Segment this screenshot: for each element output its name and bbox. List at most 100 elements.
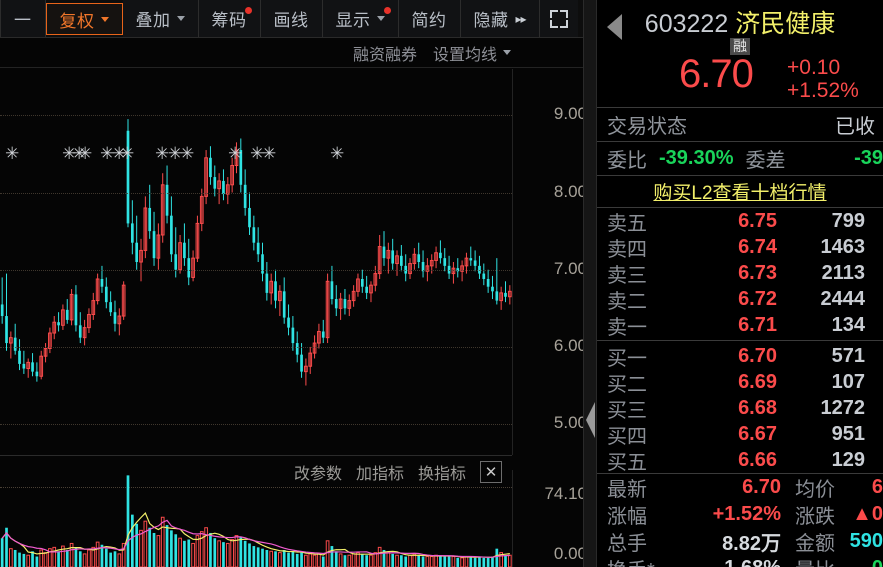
- bid-qty: 1272: [820, 396, 866, 419]
- toolbar-button-jianyue-label: 简约: [411, 11, 447, 30]
- toolbar-button-yincang[interactable]: 隐藏 ▸▸: [460, 0, 540, 37]
- indicator-toolbar: 改参数 加指标 换指标 ✕: [0, 457, 512, 487]
- fullscreen-icon: [549, 9, 568, 28]
- stat-label-left: 涨幅: [607, 506, 647, 528]
- event-marker-icon[interactable]: ✳: [72, 144, 87, 163]
- prev-stock-arrow-icon[interactable]: [607, 14, 622, 40]
- ask-label: 卖五: [607, 212, 647, 235]
- toolbar-button-fuquan[interactable]: 复权: [45, 3, 123, 35]
- candlestick-plot[interactable]: ✳ ✳ ✳ ✳ ✳ ✳ ✳ ✳ ✳ ✳ ✳ ✳ ✳ ✳: [0, 69, 512, 455]
- ask-label: 卖四: [607, 238, 647, 261]
- trading-status-value: 已收: [835, 116, 875, 138]
- volume-svg: [0, 475, 512, 567]
- event-marker-icon[interactable]: ✳: [168, 144, 183, 163]
- toolbar-button-xianshi[interactable]: 显示: [322, 0, 399, 37]
- last-price: 6.70: [679, 52, 754, 96]
- stock-name: 济民健康: [735, 10, 836, 38]
- stat-label-right: 量比: [781, 554, 843, 567]
- event-marker-icon[interactable]: ✳: [262, 144, 277, 163]
- event-marker-icon[interactable]: ✳: [62, 144, 77, 163]
- ask-row[interactable]: 卖五 6.75 799: [597, 208, 883, 235]
- quote-header: 603222 济民健康 融 6.70 +0.10 +1.52%: [597, 0, 883, 108]
- stat-row: 换手*1.68%量比0: [597, 555, 883, 567]
- stat-row: 最新 6.70 均价 6: [597, 474, 883, 501]
- event-marker-icon[interactable]: ✳: [100, 144, 115, 163]
- stat-value-right: ▲0: [852, 503, 883, 525]
- toolbar-button-diejia[interactable]: 叠加: [122, 0, 199, 37]
- set-ma-link[interactable]: 设置均线: [433, 41, 511, 65]
- event-markers: ✳ ✳ ✳ ✳ ✳ ✳ ✳ ✳ ✳ ✳ ✳ ✳ ✳ ✳: [0, 145, 512, 167]
- event-marker-icon[interactable]: ✳: [112, 144, 127, 163]
- ask-row[interactable]: 卖三 6.73 2113: [597, 260, 883, 287]
- price-change-pct: +1.52%: [787, 79, 859, 102]
- toolbar-button-chouma[interactable]: 筹码: [198, 0, 261, 37]
- orderbook-divider: [597, 473, 883, 474]
- bid-row[interactable]: 买一 6.70 571: [597, 343, 883, 370]
- bid-row[interactable]: 买四 6.67 951: [597, 421, 883, 448]
- toolbar-button-jianyue[interactable]: 简约: [398, 0, 461, 37]
- panel-splitter[interactable]: [583, 0, 597, 567]
- bid-price: 6.66: [738, 448, 777, 471]
- switch-indicator-link[interactable]: 换指标: [417, 466, 466, 483]
- event-marker-icon[interactable]: ✳: [5, 144, 20, 163]
- ask-qty: 2444: [820, 287, 866, 310]
- volume-axis: 74.10 0.00: [512, 470, 597, 567]
- change-params-link[interactable]: 改参数: [293, 466, 342, 483]
- bid-label: 买二: [607, 373, 647, 396]
- volume-axis-tick: 74.10: [544, 484, 587, 503]
- add-indicator-link[interactable]: 加指标: [355, 466, 404, 483]
- bid-orderbook: 买一 6.70 571 买二 6.69 107 买三 6.68 1272 买四 6.67 951 买五 6…: [597, 343, 883, 474]
- stock-code: 603222: [644, 10, 729, 38]
- ask-row[interactable]: 卖一 6.71 134: [597, 312, 883, 339]
- toolbar-button-yincang-label: 隐藏: [473, 11, 509, 30]
- chart-pane: 一 复权 叠加 筹码 画线 显示 简约: [0, 0, 597, 567]
- stat-label-left: 总手: [607, 533, 647, 555]
- bid-label: 买五: [607, 451, 647, 474]
- margin-trading-link[interactable]: 融资融券: [352, 46, 417, 64]
- splitter-grip-icon[interactable]: [586, 402, 595, 438]
- event-marker-icon[interactable]: ✳: [330, 144, 345, 163]
- price-change-block: +0.10 +1.52%: [787, 56, 859, 102]
- ask-price: 6.71: [738, 313, 777, 336]
- stat-label-left: 最新: [607, 479, 647, 501]
- event-marker-icon[interactable]: ✳: [250, 144, 265, 163]
- ask-label: 卖三: [607, 264, 647, 287]
- buy-l2-link[interactable]: 购买L2查看十档行情: [597, 176, 883, 208]
- price-gridline: [0, 115, 512, 117]
- stock-title: 603222 济民健康: [597, 4, 883, 40]
- price-axis-tick: 7.00: [553, 258, 587, 278]
- toolbar-button-minus[interactable]: 一: [0, 0, 46, 37]
- bid-row[interactable]: 买五 6.66 129: [597, 447, 883, 474]
- bid-label: 买一: [607, 347, 647, 370]
- bid-label: 买四: [607, 425, 647, 448]
- volume-plot[interactable]: [0, 470, 512, 567]
- close-indicator-button[interactable]: ✕: [480, 461, 502, 483]
- ask-price: 6.73: [738, 261, 777, 284]
- quote-panel: 603222 济民健康 融 6.70 +0.10 +1.52% 交易状态 已收 …: [597, 0, 883, 567]
- price-axis-tick: 8.00: [553, 181, 587, 201]
- ask-price: 6.74: [738, 235, 777, 258]
- event-marker-icon[interactable]: ✳: [180, 144, 195, 163]
- event-marker-icon[interactable]: ✳: [228, 144, 243, 163]
- price-axis-tick: 6.00: [553, 335, 587, 355]
- event-marker-icon[interactable]: ✳: [120, 144, 135, 163]
- ask-row[interactable]: 卖四 6.74 1463: [597, 234, 883, 261]
- bid-row[interactable]: 买二 6.69 107: [597, 369, 883, 396]
- price-axis-tick: 9.00: [553, 104, 587, 124]
- volume-axis-tick: 0.00: [553, 544, 587, 563]
- toolbar-button-huaxian[interactable]: 画线: [260, 0, 323, 37]
- ask-qty: 1463: [820, 235, 866, 258]
- margin-badge: 融: [730, 38, 750, 55]
- ask-row[interactable]: 卖二 6.72 2444: [597, 286, 883, 313]
- ask-orderbook: 卖五 6.75 799 卖四 6.74 1463 卖三 6.73 2113 卖二 6.72 2444 卖…: [597, 208, 883, 339]
- fullscreen-button[interactable]: [539, 0, 578, 37]
- event-marker-icon[interactable]: ✳: [155, 144, 170, 163]
- stat-row: 涨幅 +1.52% 涨跌 ▲0: [597, 501, 883, 528]
- plot-divider: [0, 455, 512, 456]
- stat-label-right: 均价: [795, 479, 835, 501]
- ask-label: 卖一: [607, 316, 647, 339]
- bid-row[interactable]: 买三 6.68 1272: [597, 395, 883, 422]
- stat-label-right: 金额: [795, 533, 835, 555]
- chevron-down-icon: [376, 16, 385, 21]
- event-marker-icon[interactable]: ✳: [78, 144, 93, 163]
